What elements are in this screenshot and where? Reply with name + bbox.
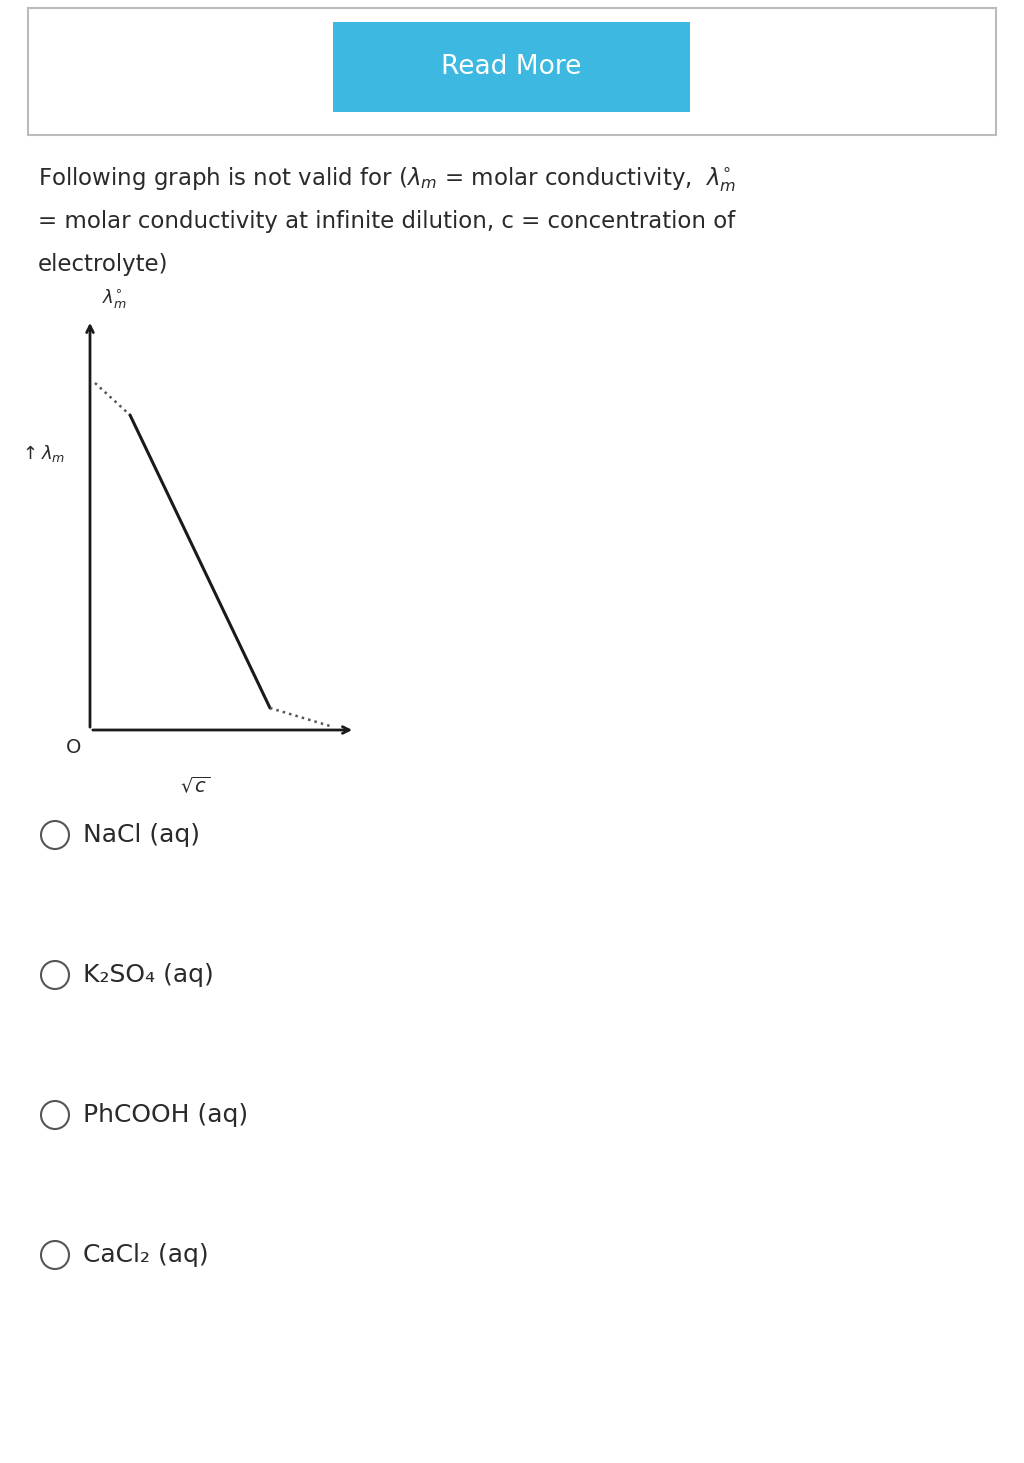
Text: O: O [67,737,82,756]
Bar [28,7,996,135]
Text: = molar conductivity at infinite dilution, c = concentration of: = molar conductivity at infinite dilutio… [38,211,735,233]
Text: PhCOOH (aq): PhCOOH (aq) [83,1103,248,1127]
Text: $\uparrow\lambda_m$: $\uparrow\lambda_m$ [18,442,66,464]
Text: CaCl₂ (aq): CaCl₂ (aq) [83,1244,209,1267]
Text: electrolyte): electrolyte) [38,253,169,277]
Text: Read More: Read More [441,54,582,80]
Text: NaCl (aq): NaCl (aq) [83,824,200,847]
Text: $\sqrt{c}$: $\sqrt{c}$ [180,775,210,796]
Text: K₂SO₄ (aq): K₂SO₄ (aq) [83,963,214,988]
FancyBboxPatch shape [333,22,690,113]
Text: Following graph is not valid for ($\lambda_m$ = molar conductivity,  $\lambda^{\: Following graph is not valid for ($\lamb… [38,165,736,193]
Text: $\lambda^{\circ}_m$: $\lambda^{\circ}_m$ [102,287,127,310]
